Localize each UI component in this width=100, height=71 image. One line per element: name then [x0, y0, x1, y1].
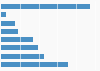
- Bar: [1, 4, 90, 9]
- Bar: [1, 29, 18, 34]
- Bar: [1, 54, 44, 59]
- Bar: [1, 37, 33, 42]
- Bar: [1, 62, 68, 67]
- Bar: [1, 46, 38, 50]
- Bar: [1, 21, 15, 25]
- Bar: [1, 12, 6, 17]
